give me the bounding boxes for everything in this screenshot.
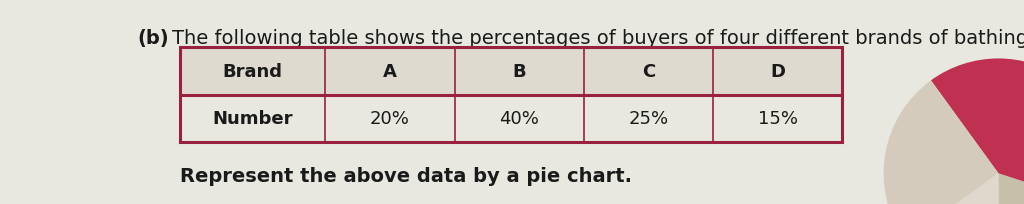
Text: Number: Number	[212, 110, 293, 128]
Bar	[179, 95, 842, 142]
Text: 40%: 40%	[500, 110, 539, 128]
Wedge shape	[884, 81, 998, 204]
Text: 25%: 25%	[629, 110, 669, 128]
Text: Brand: Brand	[222, 63, 283, 81]
Bar	[179, 48, 842, 95]
Text: B: B	[512, 63, 526, 81]
Wedge shape	[998, 173, 1024, 204]
Text: 20%: 20%	[370, 110, 410, 128]
Text: (b): (b)	[137, 29, 169, 48]
Text: Represent the above data by a pie chart.: Represent the above data by a pie chart.	[179, 166, 632, 185]
Text: D: D	[770, 63, 785, 81]
Text: A: A	[383, 63, 397, 81]
Text: C: C	[642, 63, 655, 81]
Wedge shape	[905, 173, 998, 204]
Bar	[179, 48, 842, 142]
Text: 15%: 15%	[758, 110, 798, 128]
Text: The following table shows the percentages of buyers of four different brands of : The following table shows the percentage…	[172, 29, 1024, 48]
Wedge shape	[931, 59, 1024, 204]
